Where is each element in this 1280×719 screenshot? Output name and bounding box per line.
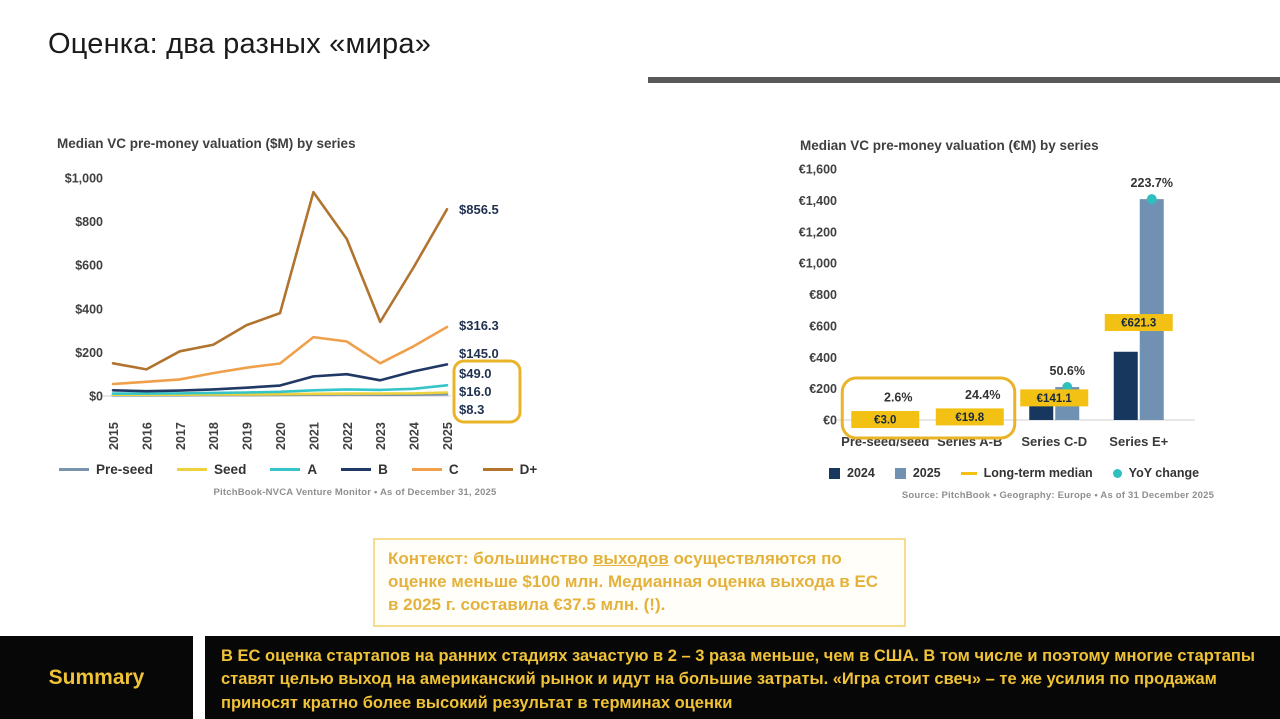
svg-text:$8.3: $8.3 bbox=[459, 402, 484, 417]
svg-text:2021: 2021 bbox=[307, 422, 321, 450]
context-note-underlined-term: выходов bbox=[592, 549, 669, 568]
svg-text:$856.5: $856.5 bbox=[459, 202, 499, 217]
svg-text:Series E+: Series E+ bbox=[1109, 434, 1168, 449]
svg-text:$145.0: $145.0 bbox=[459, 346, 499, 361]
svg-text:$800: $800 bbox=[75, 215, 103, 229]
eu-chart-title: Median VC pre-money valuation (€M) by se… bbox=[800, 138, 1099, 153]
svg-text:€400: €400 bbox=[809, 351, 837, 365]
legend-swatch bbox=[341, 468, 372, 471]
summary-label: Summary bbox=[0, 636, 193, 719]
svg-text:2024: 2024 bbox=[408, 422, 422, 450]
legend-item-b: B bbox=[341, 462, 388, 477]
svg-text:Series A-B: Series A-B bbox=[937, 434, 1002, 449]
svg-text:€141.1: €141.1 bbox=[1037, 393, 1073, 405]
legend-swatch bbox=[270, 468, 301, 471]
legend-item-long-term-median: Long-term median bbox=[960, 466, 1093, 480]
legend-swatch bbox=[960, 471, 977, 475]
legend-item-2024: 2024 bbox=[829, 466, 875, 480]
svg-text:2025: 2025 bbox=[441, 422, 455, 450]
legend-swatch bbox=[482, 468, 513, 471]
svg-text:223.7%: 223.7% bbox=[1131, 176, 1173, 190]
svg-text:$49.0: $49.0 bbox=[459, 366, 492, 381]
svg-text:$316.3: $316.3 bbox=[459, 318, 499, 333]
svg-text:Pre-seed/seed: Pre-seed/seed bbox=[841, 434, 929, 449]
legend-swatch bbox=[829, 467, 840, 479]
svg-text:$0: $0 bbox=[89, 390, 103, 404]
legend-swatch bbox=[411, 468, 442, 471]
svg-text:$200: $200 bbox=[75, 346, 103, 360]
svg-text:2019: 2019 bbox=[241, 422, 255, 450]
context-note-prefix: Контекст: большинство bbox=[388, 549, 593, 568]
svg-text:€621.3: €621.3 bbox=[1121, 318, 1156, 330]
svg-text:€1,600: €1,600 bbox=[799, 163, 837, 177]
svg-text:€0: €0 bbox=[823, 414, 837, 428]
svg-text:€1,400: €1,400 bbox=[799, 194, 837, 208]
context-note: Контекст: большинство выходов осуществля… bbox=[373, 538, 906, 627]
svg-text:2017: 2017 bbox=[174, 422, 188, 450]
us-chart-source: PitchBook-NVCA Venture Monitor • As of D… bbox=[213, 487, 497, 498]
legend-item-c: C bbox=[411, 462, 459, 477]
early-stage-highlight-box bbox=[840, 376, 1017, 440]
us-chart-legend: Pre-seed Seed A B C D+ bbox=[59, 462, 600, 477]
legend-item-a: A bbox=[270, 462, 317, 477]
svg-text:2.6%: 2.6% bbox=[884, 391, 913, 405]
legend-swatch bbox=[59, 468, 89, 471]
svg-text:2020: 2020 bbox=[274, 422, 288, 450]
legend-item-d-: D+ bbox=[482, 462, 537, 477]
svg-text:2022: 2022 bbox=[341, 422, 355, 450]
us-chart-title: Median VC pre-money valuation ($M) by se… bbox=[57, 136, 356, 151]
svg-text:€1,200: €1,200 bbox=[799, 225, 837, 239]
legend-item-2025: 2025 bbox=[894, 466, 941, 480]
svg-text:€200: €200 bbox=[809, 382, 837, 396]
svg-text:50.6%: 50.6% bbox=[1050, 364, 1085, 378]
svg-text:2018: 2018 bbox=[207, 422, 221, 450]
context-note-suffix: осуществляются по оценке меньше $100 млн… bbox=[388, 549, 879, 614]
summary-label-text: Summary bbox=[48, 665, 145, 689]
legend-item-pre-seed: Pre-seed bbox=[59, 462, 153, 477]
eu-bar-chart-canvas: €0 €200 €400 €600 €800 €1,000 €1,200 €1,400 €1,6… bbox=[799, 163, 1195, 449]
svg-text:24.4%: 24.4% bbox=[965, 388, 1000, 402]
eu-valuation-chart: Median VC pre-money valuation (€M) by se… bbox=[793, 138, 1258, 501]
legend-item-seed: Seed bbox=[177, 462, 246, 477]
svg-text:€600: €600 bbox=[809, 319, 837, 333]
legend-item-yoy-change: YoY change bbox=[1112, 466, 1199, 480]
svg-text:Series C-D: Series C-D bbox=[1021, 434, 1087, 449]
svg-text:$16.0: $16.0 bbox=[459, 384, 492, 399]
summary-text-content: В ЕС оценка стартапов на ранних стадиях … bbox=[221, 647, 1255, 712]
eu-chart-source: Source: PitchBook • Geography: Europe • … bbox=[901, 490, 1215, 501]
divider-bar bbox=[648, 77, 1280, 83]
svg-text:$1,000: $1,000 bbox=[65, 172, 103, 186]
eu-chart-legend: 2024 2025 Long-term median YoY change bbox=[829, 466, 1258, 480]
svg-text:€1,000: €1,000 bbox=[799, 257, 837, 271]
svg-text:2023: 2023 bbox=[374, 422, 388, 450]
svg-text:€19.8: €19.8 bbox=[955, 412, 984, 424]
svg-text:€3.0: €3.0 bbox=[874, 415, 896, 427]
svg-text:$600: $600 bbox=[75, 259, 103, 273]
svg-text:$400: $400 bbox=[75, 302, 103, 316]
page-title: Оценка: два разных «мира» bbox=[48, 28, 432, 60]
svg-text:€800: €800 bbox=[809, 288, 837, 302]
legend-swatch bbox=[177, 468, 208, 471]
us-valuation-chart: Median VC pre-money valuation ($M) by se… bbox=[55, 136, 600, 498]
legend-swatch bbox=[1112, 468, 1122, 478]
us-line-chart-canvas: $0 $200 $400 $600 $800 $1,000 2015 2016 2017 2018… bbox=[65, 172, 522, 450]
early-stage-highlight-box bbox=[452, 359, 522, 424]
summary-text: В ЕС оценка стартапов на ранних стадиях … bbox=[205, 636, 1280, 719]
svg-text:2015: 2015 bbox=[107, 422, 121, 450]
legend-swatch bbox=[894, 467, 906, 479]
svg-text:2016: 2016 bbox=[140, 422, 154, 450]
